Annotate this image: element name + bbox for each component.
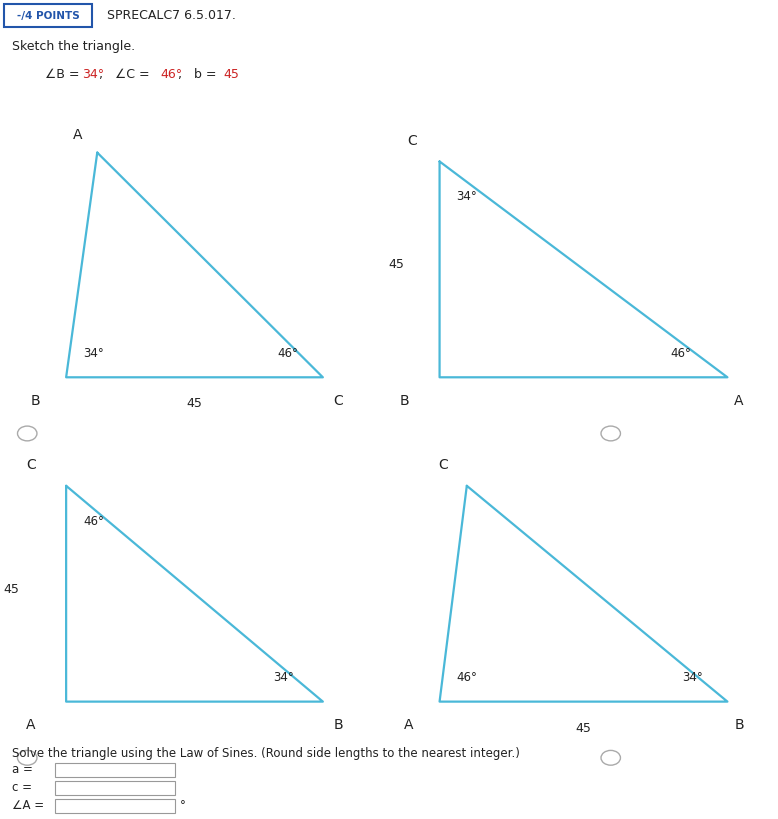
Text: 34°: 34° <box>83 347 103 360</box>
Text: C: C <box>26 458 36 472</box>
Text: 34°: 34° <box>457 191 477 203</box>
FancyBboxPatch shape <box>55 799 175 812</box>
FancyBboxPatch shape <box>55 781 175 795</box>
Text: A: A <box>73 128 82 142</box>
Text: ,   b =: , b = <box>178 68 220 80</box>
Text: B: B <box>334 718 343 732</box>
Text: Sketch the triangle.: Sketch the triangle. <box>12 40 135 53</box>
Text: C: C <box>439 458 448 472</box>
Text: C: C <box>408 133 417 147</box>
Text: 45: 45 <box>187 397 202 410</box>
Text: 45: 45 <box>4 583 19 595</box>
Text: ∠A =: ∠A = <box>12 799 44 812</box>
Text: B: B <box>30 394 40 408</box>
Text: 34°: 34° <box>682 672 703 685</box>
Text: Solve the triangle using the Law of Sines. (Round side lengths to the nearest in: Solve the triangle using the Law of Sine… <box>12 747 520 760</box>
Text: c =: c = <box>12 781 32 794</box>
Text: 46°: 46° <box>160 68 182 80</box>
FancyBboxPatch shape <box>4 4 92 27</box>
Text: B: B <box>734 718 744 732</box>
Text: 45: 45 <box>389 259 405 271</box>
Text: 45: 45 <box>576 722 591 735</box>
Text: 45: 45 <box>223 68 239 80</box>
Text: 46°: 46° <box>671 347 691 360</box>
Text: A: A <box>734 394 744 408</box>
Text: SPRECALC7 6.5.017.: SPRECALC7 6.5.017. <box>107 9 236 22</box>
FancyBboxPatch shape <box>55 763 175 777</box>
Text: ,   ∠C =: , ∠C = <box>99 68 153 80</box>
Text: 46°: 46° <box>278 347 298 360</box>
Text: 34°: 34° <box>274 672 294 685</box>
Text: 46°: 46° <box>83 515 103 527</box>
Text: 34°: 34° <box>82 68 104 80</box>
Text: A: A <box>404 718 413 732</box>
Text: 46°: 46° <box>457 672 477 685</box>
Text: ∠B =: ∠B = <box>45 68 83 80</box>
Text: a =: a = <box>12 763 33 776</box>
Text: B: B <box>400 394 409 408</box>
Text: °: ° <box>180 799 186 812</box>
Text: C: C <box>334 394 343 408</box>
Text: A: A <box>26 718 36 732</box>
Text: -/4 POINTS: -/4 POINTS <box>16 11 79 20</box>
